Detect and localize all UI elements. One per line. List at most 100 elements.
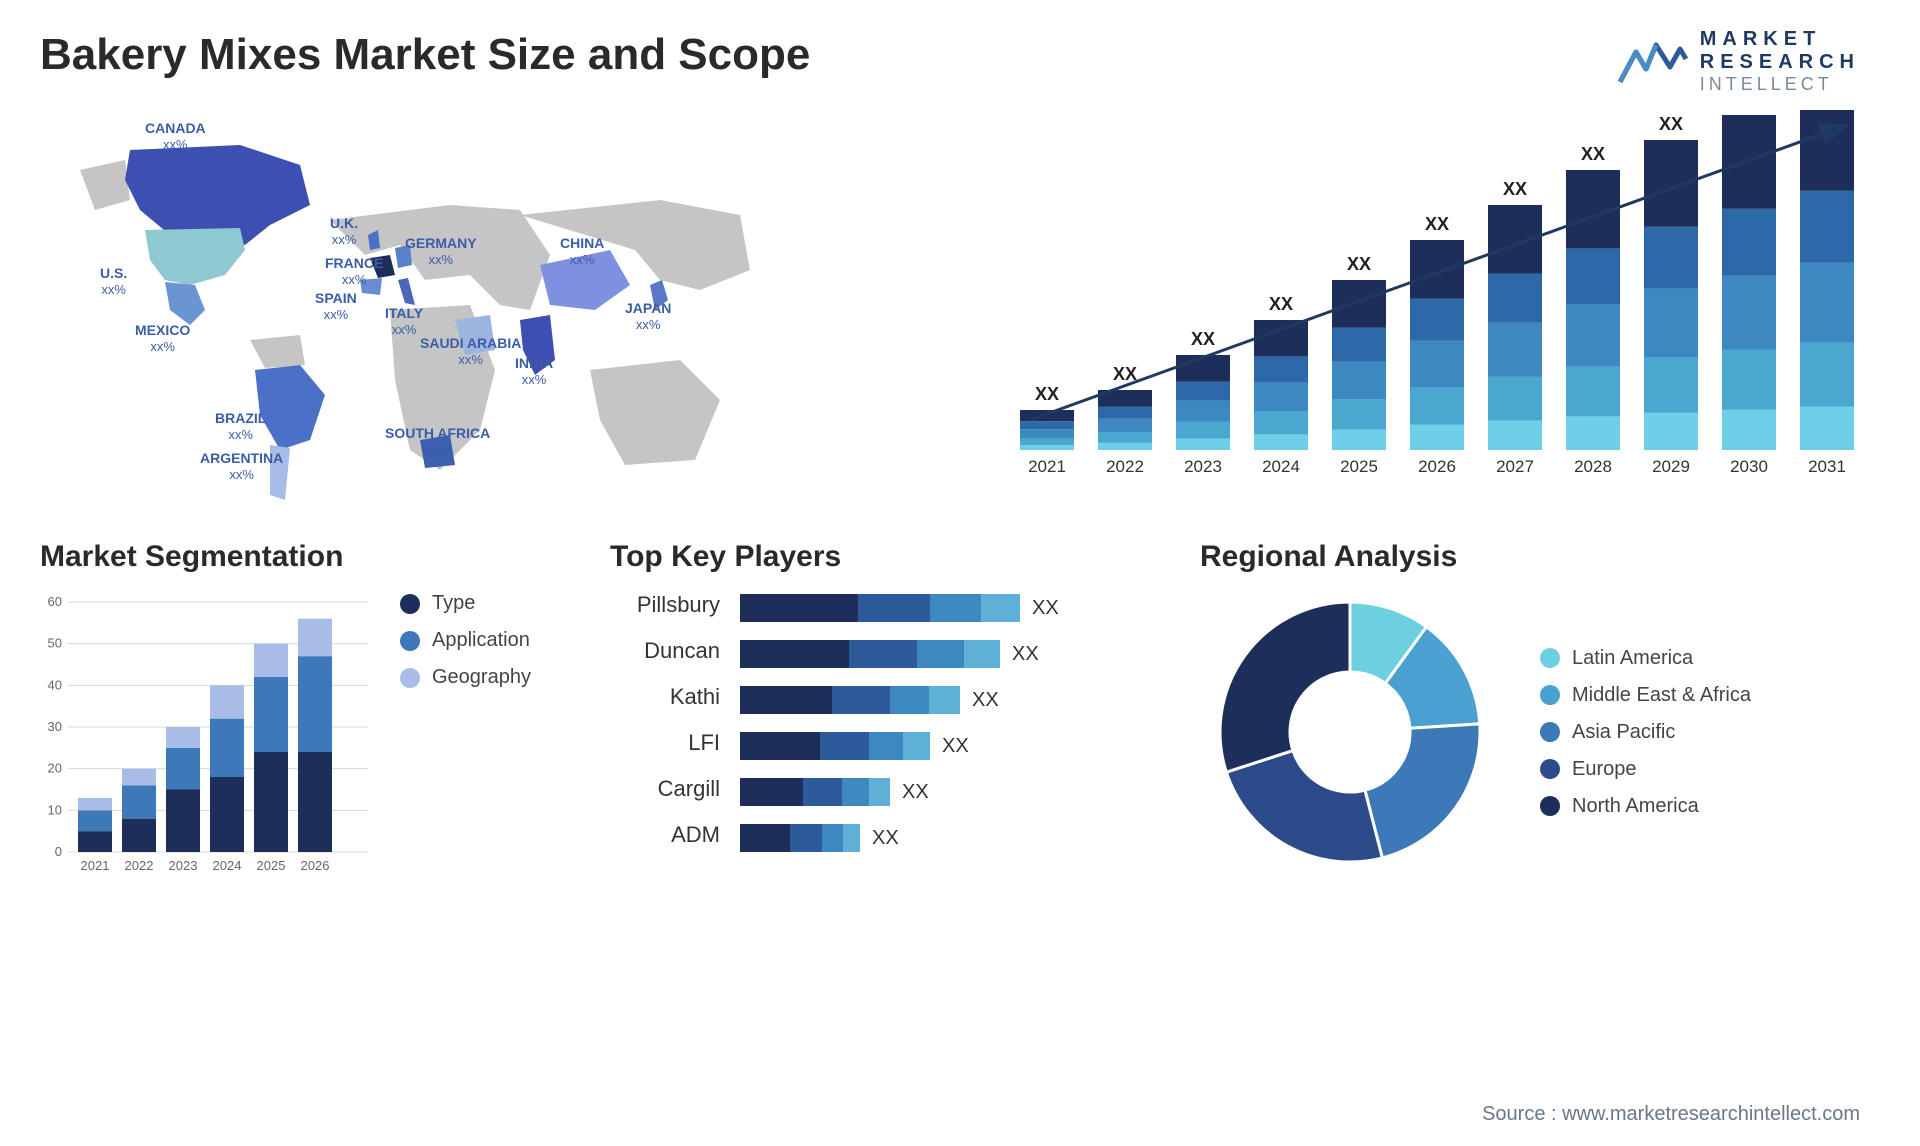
- player-bar-seg: [790, 824, 821, 852]
- player-bar-seg: [822, 824, 844, 852]
- seg-bar-seg: [166, 748, 200, 790]
- main-bar-seg: [1254, 382, 1308, 411]
- main-bar-value: XX: [1425, 214, 1449, 234]
- main-bar-seg: [1254, 320, 1308, 356]
- player-bar-row: XX: [740, 684, 1059, 716]
- main-bar-seg: [1644, 140, 1698, 227]
- main-bar-year: 2022: [1106, 457, 1144, 476]
- main-bar-year: 2027: [1496, 457, 1534, 476]
- seg-bar-seg: [166, 727, 200, 748]
- main-bar-seg: [1800, 407, 1854, 450]
- regional-legend-label: North America: [1572, 795, 1699, 818]
- segmentation-legend: TypeApplicationGeography: [400, 592, 531, 882]
- main-bar-seg: [1722, 410, 1776, 450]
- main-bar-value: XX: [1347, 254, 1371, 274]
- player-value: XX: [1032, 597, 1059, 620]
- svg-text:40: 40: [48, 677, 62, 692]
- main-bar-seg: [1254, 411, 1308, 434]
- main-bar-year: 2030: [1730, 457, 1768, 476]
- donut-slice: [1365, 724, 1480, 858]
- donut-slice: [1226, 751, 1382, 862]
- main-bar-seg: [1800, 110, 1854, 191]
- logo-line-3: INTELLECT: [1700, 74, 1860, 95]
- player-bar-seg: [917, 640, 964, 668]
- regional-donut: [1200, 592, 1500, 872]
- main-bar-seg: [1098, 407, 1152, 419]
- player-bar-seg: [858, 594, 931, 622]
- player-bar-seg: [842, 778, 869, 806]
- seg-bar-seg: [210, 685, 244, 718]
- main-bar-seg: [1566, 416, 1620, 450]
- player-bar-seg: [740, 732, 820, 760]
- main-bar-value: XX: [1035, 384, 1059, 404]
- player-bar-seg: [869, 778, 890, 806]
- main-bar-seg: [1332, 362, 1386, 399]
- main-bar-seg: [1020, 421, 1074, 429]
- main-bar-year: 2025: [1340, 457, 1378, 476]
- map-country-mexico: [165, 282, 205, 325]
- player-name: Duncan: [610, 638, 720, 664]
- regional-legend-item: Europe: [1540, 758, 1751, 781]
- player-bar-seg: [890, 686, 930, 714]
- main-bar-seg: [1332, 280, 1386, 328]
- main-bar-seg: [1410, 341, 1464, 387]
- market-size-chart: 2021XX2022XX2023XX2024XX2025XX2026XX2027…: [1000, 110, 1880, 510]
- player-value: XX: [902, 781, 929, 804]
- main-bar-year: 2024: [1262, 457, 1300, 476]
- player-bar-seg: [740, 640, 849, 668]
- logo-line-2: RESEARCH: [1700, 51, 1860, 74]
- main-bar-seg: [1566, 248, 1620, 304]
- player-bar-row: XX: [740, 638, 1059, 670]
- regional-legend-label: Middle East & Africa: [1572, 684, 1751, 707]
- main-bar-value: XX: [1191, 329, 1215, 349]
- player-bar-seg: [820, 732, 869, 760]
- main-bar-seg: [1332, 399, 1386, 430]
- player-bar-row: XX: [740, 592, 1059, 624]
- player-bar-seg: [740, 686, 832, 714]
- regional-title: Regional Analysis: [1200, 540, 1880, 574]
- world-map-panel: CANADAxx%U.S.xx%MEXICOxx%BRAZILxx%ARGENT…: [40, 110, 960, 510]
- main-bar-seg: [1020, 445, 1074, 450]
- seg-legend-label: Geography: [432, 666, 531, 689]
- map-label-south-africa: SOUTH AFRICAxx%: [385, 425, 490, 457]
- seg-bar-seg: [78, 831, 112, 852]
- main-bar-year: 2021: [1028, 457, 1066, 476]
- seg-bar-seg: [122, 785, 156, 818]
- seg-bar-seg: [298, 619, 332, 657]
- seg-bar-seg: [78, 810, 112, 831]
- main-bar-seg: [1254, 434, 1308, 450]
- player-name: Cargill: [610, 776, 720, 802]
- main-bar-seg: [1098, 432, 1152, 443]
- map-country-italy: [398, 278, 415, 305]
- segmentation-panel: Market Segmentation 01020304050602021202…: [40, 540, 580, 882]
- main-bar-value: XX: [1659, 114, 1683, 134]
- seg-year: 2025: [257, 858, 286, 873]
- main-bar-seg: [1098, 443, 1152, 450]
- main-bar-seg: [1176, 439, 1230, 450]
- main-bar-seg: [1644, 289, 1698, 357]
- logo-line-1: MARKET: [1700, 28, 1860, 51]
- market-size-bars: 2021XX2022XX2023XX2024XX2025XX2026XX2027…: [1000, 110, 1880, 510]
- seg-bar-seg: [210, 719, 244, 777]
- seg-legend-item: Application: [400, 629, 531, 652]
- svg-text:10: 10: [48, 802, 62, 817]
- logo-icon: [1618, 37, 1688, 87]
- player-bar-seg: [832, 686, 889, 714]
- brand-logo: MARKET RESEARCH INTELLECT: [1618, 28, 1860, 95]
- main-bar-year: 2028: [1574, 457, 1612, 476]
- seg-year: 2022: [125, 858, 154, 873]
- seg-bar-seg: [166, 790, 200, 853]
- segmentation-chart: 0102030405060202120222023202420252026: [40, 592, 370, 882]
- player-value: XX: [872, 827, 899, 850]
- map-label-france: FRANCExx%: [325, 255, 383, 287]
- seg-year: 2026: [301, 858, 330, 873]
- svg-text:30: 30: [48, 719, 62, 734]
- main-bar-year: 2029: [1652, 457, 1690, 476]
- donut-slice: [1220, 602, 1350, 772]
- main-bar-seg: [1176, 422, 1230, 439]
- seg-legend-item: Geography: [400, 666, 531, 689]
- main-bar-value: XX: [1581, 144, 1605, 164]
- player-bar-seg: [903, 732, 930, 760]
- map-country-usa: [145, 228, 245, 285]
- player-bar-seg: [740, 594, 858, 622]
